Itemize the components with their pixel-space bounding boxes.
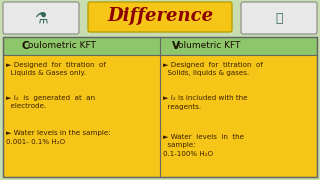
Text: olumetric KFT: olumetric KFT [179,42,241,51]
Bar [160,37,317,55]
Text: oulometric KFT: oulometric KFT [28,42,96,51]
Bar [160,55,317,177]
Text: ► Water levels in the sample:
0.001- 0.1% H₂O: ► Water levels in the sample: 0.001- 0.1… [6,130,111,145]
Text: C: C [22,41,30,51]
FancyBboxPatch shape [88,2,232,32]
Text: Difference: Difference [107,7,213,25]
Bar [3,37,317,177]
Bar [3,55,160,177]
FancyBboxPatch shape [241,2,317,34]
Text: ► Water  levels  in  the
  sample:
0.1-100% H₂O: ► Water levels in the sample: 0.1-100% H… [163,134,244,157]
FancyBboxPatch shape [3,2,79,34]
Text: V: V [172,41,180,51]
Text: 🧪: 🧪 [275,12,283,24]
Text: ► Designed  for  titration  of
  Solids, liquids & gases.: ► Designed for titration of Solids, liqu… [163,62,263,76]
Text: ► Designed  for  titration  of
  Liquids & Gases only.: ► Designed for titration of Liquids & Ga… [6,62,106,76]
Text: ► I₂  is  generated  at  an
  electrode.: ► I₂ is generated at an electrode. [6,95,95,109]
Text: ⚗: ⚗ [34,10,48,26]
Text: ► I₂ is included with the
  reagents.: ► I₂ is included with the reagents. [163,95,247,109]
Bar [3,37,160,55]
